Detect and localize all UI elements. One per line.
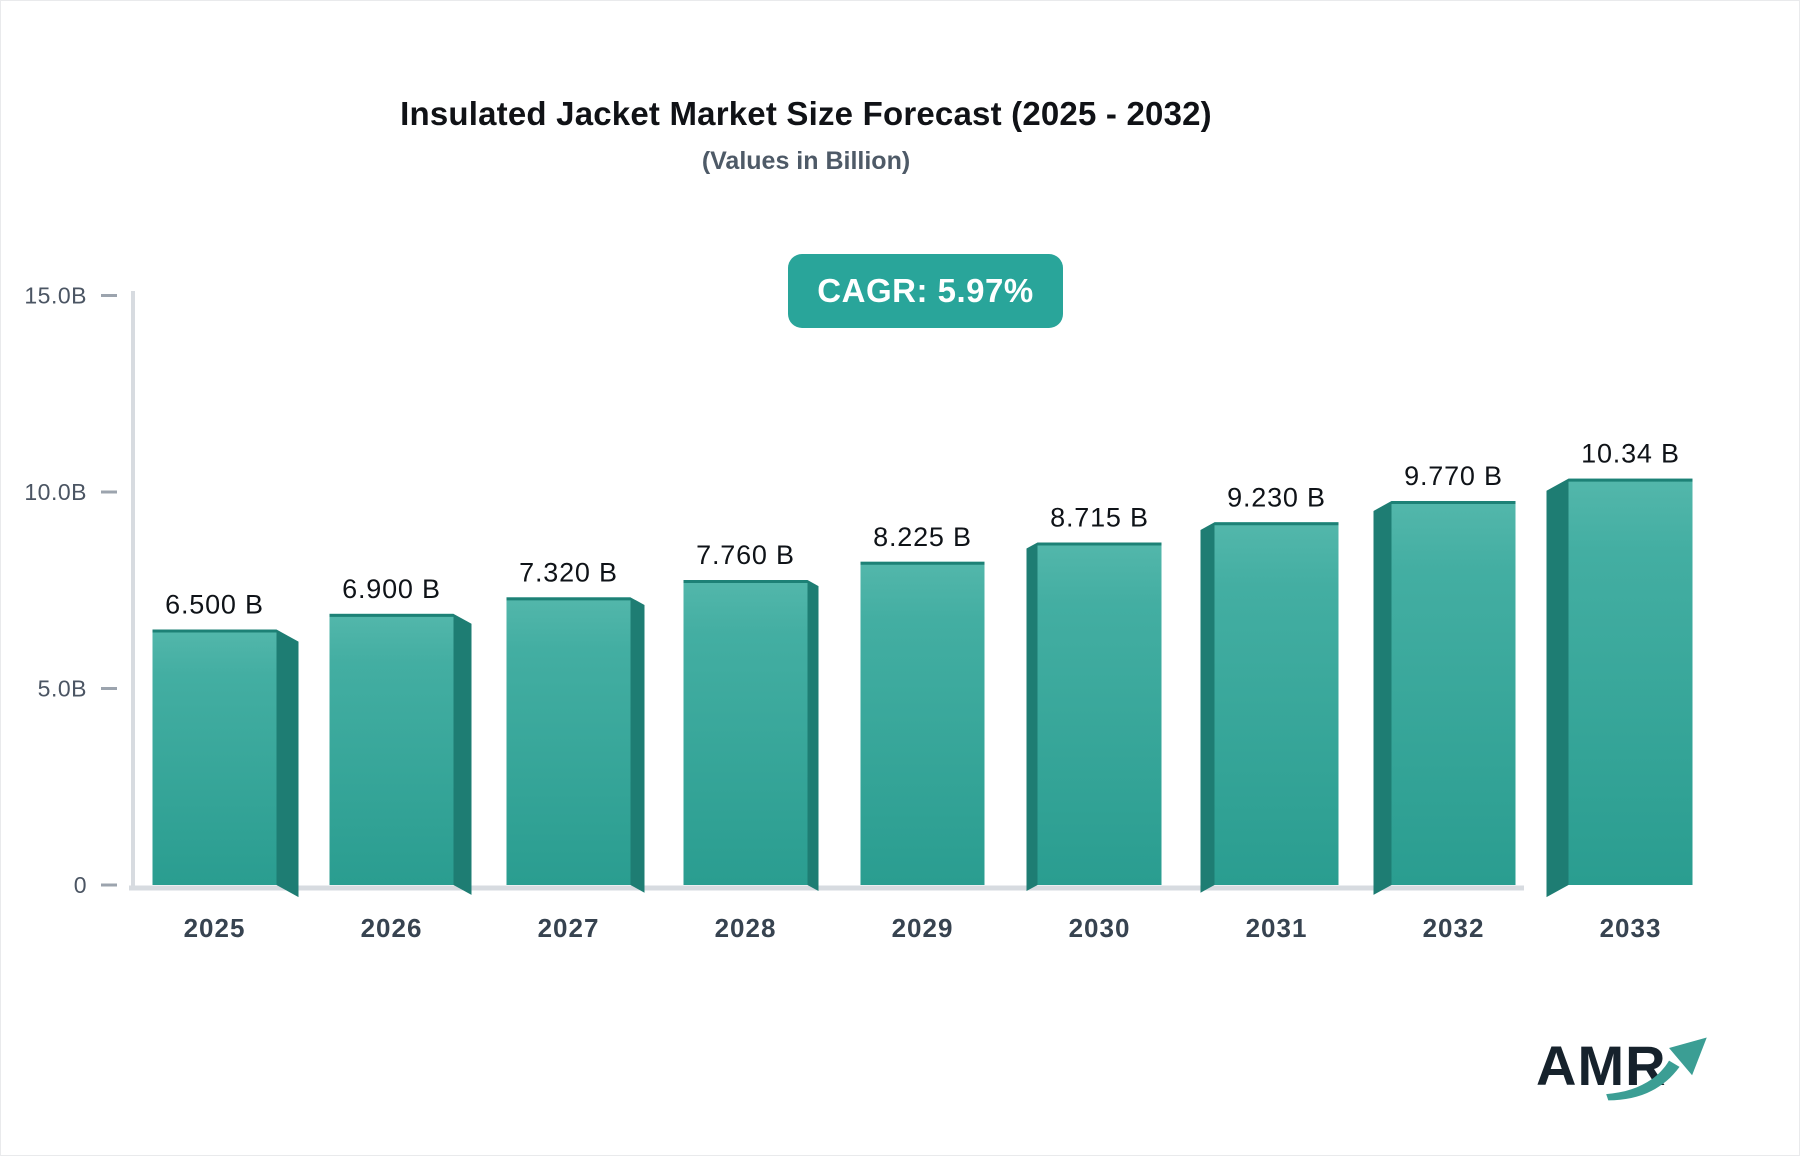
x-tick-label: 2028 [715,913,777,943]
bar-group-2029: 8.225 B 2029 [860,522,985,943]
bar-side-face [1373,501,1392,895]
bar-side-face [1546,478,1569,898]
y-tick-label: 0 [74,872,87,898]
bar-group-2025: 6.500 B 2025 [152,590,299,943]
y-tick-label: 5.0B [38,676,87,702]
bar-value-label: 8.715 B [1050,503,1149,533]
bar-group-2030: 8.715 B 2030 [1026,503,1162,943]
bar-value-label: 7.760 B [696,540,795,570]
bar-side-face [630,597,645,893]
bar-2032 [1391,501,1516,885]
bar-2026 [329,613,454,885]
bar-value-label: 8.225 B [873,522,972,552]
bar-2025 [152,629,277,885]
bar-group-2027: 7.320 B 2027 [506,557,645,943]
x-tick-label: 2027 [538,913,600,943]
bar-value-label: 6.500 B [165,590,264,620]
bar-2028 [683,580,808,885]
x-tick-label: 2033 [1600,913,1662,943]
x-tick-label: 2031 [1246,913,1308,943]
bar-group-2033: 10.34 B 2033 [1546,439,1693,943]
bar-side-face [807,580,819,892]
bar-value-label: 9.230 B [1227,482,1326,512]
bar-group-2032: 9.770 B 2032 [1373,461,1516,943]
bar-2029 [860,561,985,885]
bar-2031 [1214,522,1339,885]
cagr-badge: CAGR: 5.97% [788,254,1063,328]
x-tick-label: 2032 [1423,913,1485,943]
bar-value-label: 7.320 B [519,557,618,587]
x-tick-label: 2025 [184,913,246,943]
bar-2033 [1568,478,1693,885]
x-tick-label: 2029 [892,913,954,943]
y-tick-label: 15.0B [24,283,87,309]
bar-side-face [276,629,299,898]
bar-side-face [453,613,472,895]
cagr-badge-label: CAGR: 5.97% [817,272,1034,309]
amr-logo: AMR [1536,1037,1746,1117]
x-tick-label: 2026 [361,913,423,943]
y-tick-label: 10.0B [24,479,87,505]
bar-value-label: 9.770 B [1404,461,1503,491]
bar-group-2031: 9.230 B 2031 [1200,482,1339,943]
bar-value-label: 10.34 B [1581,439,1680,469]
growth-arrow-icon [1606,1037,1707,1101]
x-tick-label: 2030 [1069,913,1131,943]
bar-group-2026: 6.900 B 2026 [329,574,472,943]
bar-2030 [1037,542,1162,885]
bar-2027 [506,597,631,885]
bar-group-2028: 7.760 B 2028 [683,540,819,943]
bar-side-face [1026,542,1038,892]
bar-side-face [1200,522,1215,893]
bar-value-label: 6.900 B [342,574,441,604]
